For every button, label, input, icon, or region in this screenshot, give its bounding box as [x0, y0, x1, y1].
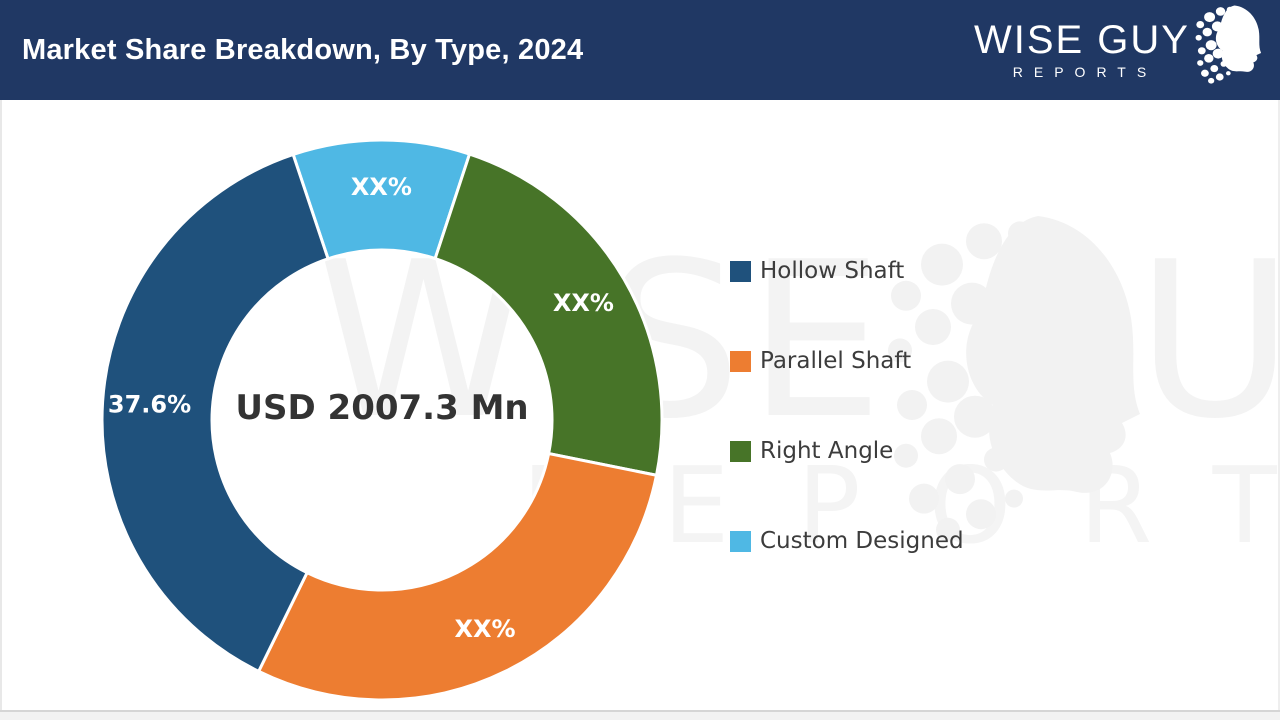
face-dot [1227, 33, 1233, 38]
legend-label: Custom Designed [760, 528, 964, 554]
face-dot [1230, 28, 1236, 33]
face-dot [1224, 19, 1231, 26]
face-dot [1008, 221, 1032, 246]
face-dot [1197, 60, 1204, 66]
chart-area: WISE GUY REPORTS XX%XX%XX%37.6% USD 2007… [0, 100, 1280, 710]
face-dot [1005, 489, 1023, 508]
legend-label: Right Angle [760, 438, 894, 464]
face-dot [972, 343, 1002, 374]
donut-center-value: USD 2007.3 Mn [235, 388, 529, 428]
legend-swatch-icon [730, 350, 751, 372]
legend-item-parallel-shaft[interactable]: Parallel Shaft [730, 348, 964, 374]
face-dot [1212, 48, 1224, 59]
legend-item-right-angle[interactable]: Right Angle [730, 438, 964, 464]
legend-item-custom-designed[interactable]: Custom Designed [730, 528, 964, 554]
face-dot [1211, 21, 1223, 32]
face-dot [1224, 46, 1231, 53]
face-dot [1201, 69, 1209, 77]
donut-chart: XX% XX% XX% 37.6% [100, 138, 664, 702]
face-dot [1196, 20, 1205, 29]
wise-guy-logo: WISE GUY REPORTS [974, 4, 1280, 96]
face-dot [966, 499, 996, 530]
slice-label-parallel-shaft: XX% [454, 615, 515, 643]
face-dot [1220, 61, 1227, 67]
face-dot [984, 447, 1008, 472]
face-dot [999, 276, 1023, 300]
donut-segment-hollow-shaft[interactable] [100, 152, 330, 674]
face-dot [1204, 12, 1216, 23]
face-dot [999, 389, 1023, 414]
slice-label-custom-designed: XX% [351, 173, 412, 201]
slice-label-hollow-shaft: 37.6% [108, 390, 191, 418]
face-dot [1011, 333, 1029, 352]
face-profile-shape [966, 216, 1140, 493]
face-dot [1195, 34, 1202, 41]
logo-wordmark: WISE GUY [973, 18, 1190, 62]
logo-text: WISE GUY REPORTS [974, 20, 1190, 80]
face-dot [1229, 14, 1234, 20]
face-dot [1204, 53, 1214, 63]
face-dot [1208, 77, 1215, 84]
face-dot [966, 223, 1002, 260]
face-dot [1023, 310, 1041, 329]
bottom-border-strip [0, 710, 1280, 720]
legend-item-hollow-shaft[interactable]: Hollow Shaft [730, 258, 964, 284]
donut-segment-parallel-shaft[interactable] [256, 451, 659, 702]
legend-swatch-icon [730, 440, 751, 462]
face-dot [1225, 71, 1231, 76]
donut-segment-right-angle[interactable] [433, 152, 664, 478]
face-dot [1217, 35, 1226, 44]
face-dot [1202, 27, 1212, 37]
slice-label-right-angle: XX% [553, 289, 614, 317]
chart-legend: Hollow Shaft Parallel Shaft Right Angle Cus… [730, 258, 964, 620]
header-bar: Market Share Breakdown, By Type, 2024 WI… [0, 0, 1280, 100]
legend-label: Hollow Shaft [760, 258, 905, 284]
legend-swatch-icon [730, 260, 751, 282]
face-dot [1215, 73, 1224, 81]
face-dot [1210, 64, 1219, 73]
face-dot [1226, 6, 1233, 13]
face-dot [1017, 255, 1035, 274]
page-title: Market Share Breakdown, By Type, 2024 [22, 33, 584, 66]
face-dot [1197, 47, 1206, 55]
face-dot [1205, 40, 1217, 51]
logo-face-icon [1195, 5, 1262, 84]
legend-label: Parallel Shaft [760, 348, 912, 374]
logo-subtitle: REPORTS [1012, 64, 1158, 80]
face-dot [1215, 7, 1226, 16]
legend-swatch-icon [730, 530, 751, 552]
